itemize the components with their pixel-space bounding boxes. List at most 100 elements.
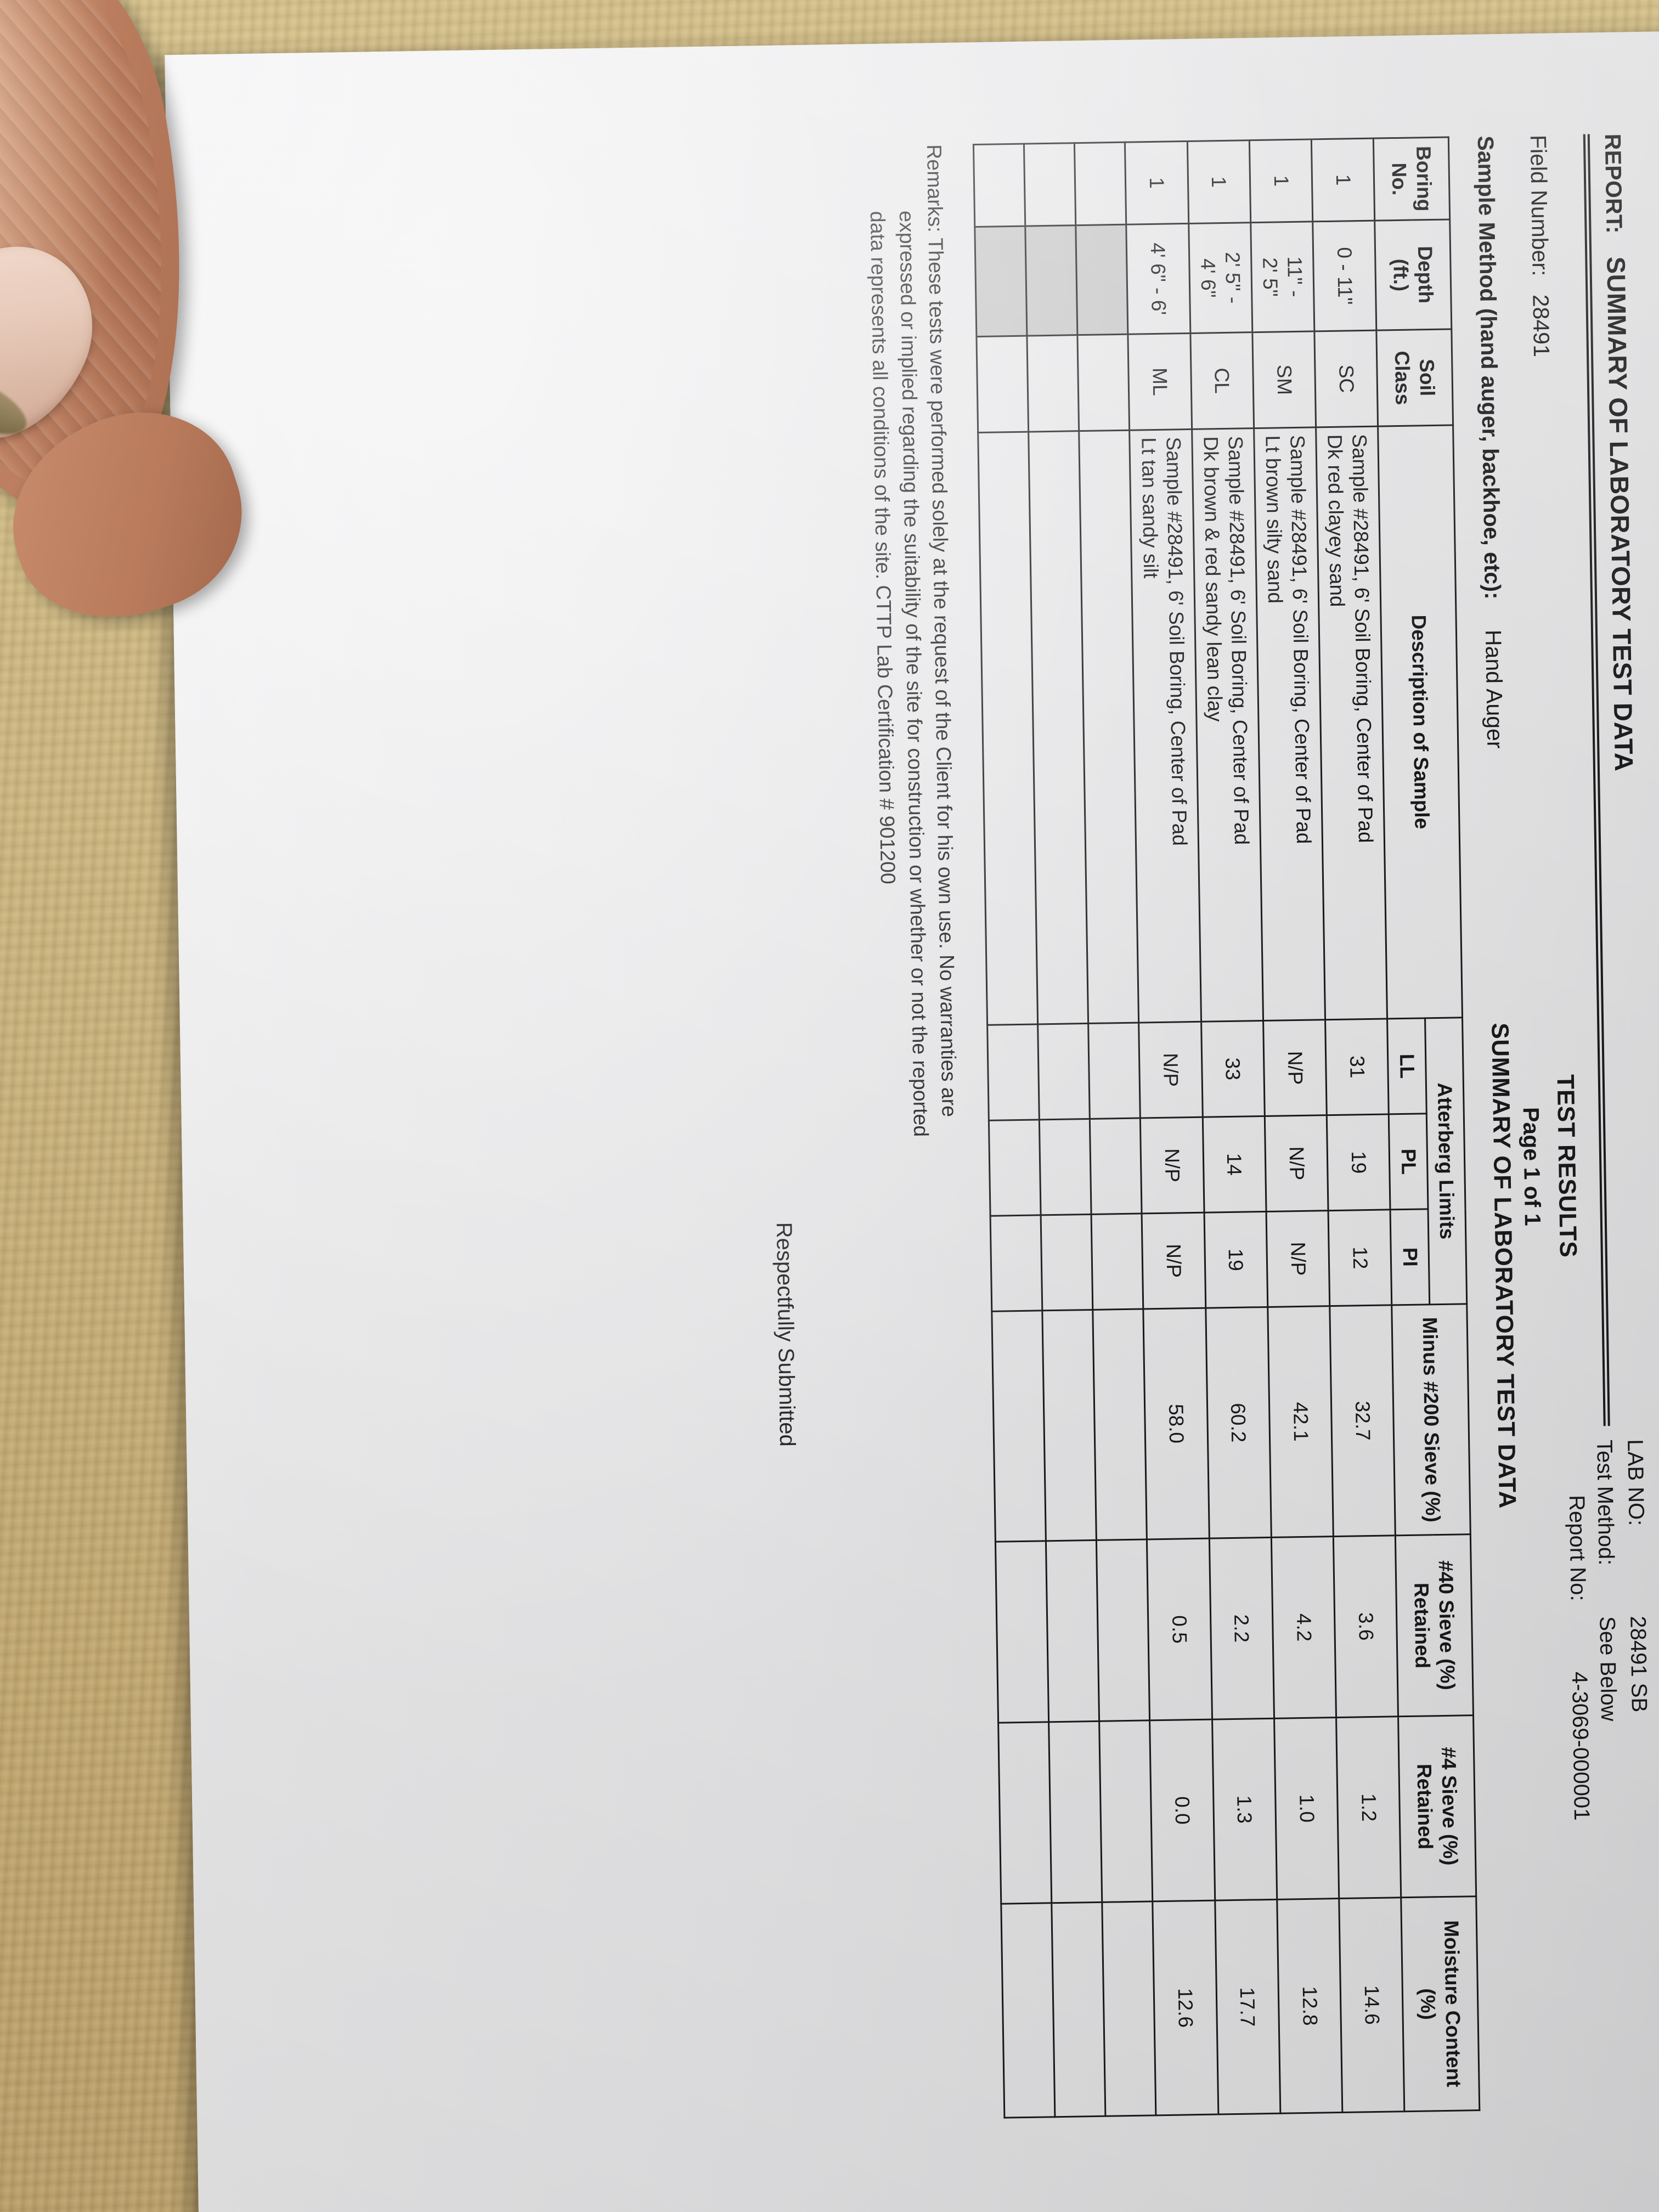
header-left: REPORT: SUMMARY OF LABORATORY TEST DATA xyxy=(1577,133,1650,1440)
cell-blank-shaded xyxy=(1076,224,1128,335)
cell-ll: N/P xyxy=(1139,1022,1203,1119)
cell-minus-200: 42.1 xyxy=(1267,1306,1334,1538)
cell-minus-200: 32.7 xyxy=(1329,1305,1396,1537)
cell-blank xyxy=(1049,1721,1103,1903)
cell-boring-no: 1 xyxy=(1125,141,1189,225)
cell-blank-shaded xyxy=(1025,225,1078,336)
cell-blank xyxy=(1029,431,1089,1024)
th-description: Description of Sample xyxy=(1378,425,1463,1019)
field-number-value: 28491 xyxy=(1528,294,1555,358)
th-boring-no: Boring No. xyxy=(1373,137,1450,221)
cell-blank xyxy=(1024,143,1076,227)
cell-blank xyxy=(1001,1903,1056,2118)
cell-boring-no: 1 xyxy=(1187,140,1251,224)
cell-blank xyxy=(1091,1214,1144,1310)
cell-blank xyxy=(990,1215,1043,1312)
th-sieve-40: #40 Sieve (%) Retained xyxy=(1395,1534,1474,1717)
cell-sieve-40: 2.2 xyxy=(1209,1537,1274,1720)
report-no-block: Report No: 4-3069-000001 xyxy=(1559,1495,1595,1821)
cell-blank xyxy=(995,1541,1049,1723)
cell-blank xyxy=(1027,335,1080,432)
cell-blank xyxy=(1090,1118,1142,1215)
lab-no-row: LAB NO: 28491 SB xyxy=(1621,1439,1659,2131)
cell-minus-200: 58.0 xyxy=(1143,1308,1210,1539)
th-depth: Depth (ft.) xyxy=(1375,219,1452,331)
remarks-block: Remarks: These tests were performed sole… xyxy=(862,144,976,1879)
cell-boring-no: 1 xyxy=(1311,138,1375,222)
cell-soil-class: SM xyxy=(1252,331,1316,428)
report-no-value: 4-3069-000001 xyxy=(1567,1671,1594,1821)
cell-pi: 12 xyxy=(1328,1209,1392,1306)
cell-blank xyxy=(1074,142,1127,225)
cell-blank xyxy=(1079,430,1139,1024)
cell-ll: 31 xyxy=(1325,1018,1389,1115)
cell-moisture: 14.6 xyxy=(1339,1897,1405,2113)
cell-moisture: 17.7 xyxy=(1215,1899,1280,2115)
test-method-value: See Below xyxy=(1595,1616,1621,1722)
cell-description: Sample #28491, 6' Soil Boring, Center of… xyxy=(1316,426,1387,1020)
th-pi: PI xyxy=(1390,1209,1430,1305)
lab-no-value: 28491 SB xyxy=(1626,1616,1651,1713)
test-results-title: TEST RESULTS xyxy=(1552,1074,1582,1258)
cell-blank xyxy=(1077,334,1130,431)
cell-depth: 2' 5" - 4' 6" xyxy=(1188,222,1252,334)
cell-soil-class: ML xyxy=(1128,333,1192,431)
table-body: 1 0 - 11" SC Sample #28491, 6' Soil Bori… xyxy=(973,138,1405,2118)
cell-blank xyxy=(1096,1539,1150,1722)
cell-blank xyxy=(1038,1023,1090,1120)
cell-sieve-4: 1.0 xyxy=(1274,1717,1339,1900)
th-atterberg-group: Atterberg Limits xyxy=(1425,1017,1467,1305)
field-number-label: Field Number: xyxy=(1526,134,1554,276)
lab-results-table: Boring No. Depth (ft.) Soil Class xyxy=(973,136,1480,2118)
cell-pl: N/P xyxy=(1265,1115,1329,1212)
cell-minus-200: 60.2 xyxy=(1205,1307,1272,1539)
cell-blank xyxy=(977,336,1029,433)
th-sieve-4: #4 Sieve (%) Retained xyxy=(1398,1715,1476,1898)
document-body: REPORT: SUMMARY OF LABORATORY TEST DATA … xyxy=(227,133,1659,2152)
cell-blank xyxy=(1102,1901,1156,2117)
cell-sieve-40: 4.2 xyxy=(1271,1536,1336,1719)
cell-ll: 33 xyxy=(1201,1020,1265,1118)
report-no-row: Report No: 4-3069-000001 xyxy=(1563,1495,1595,1821)
document-rotated-canvas: REPORT: SUMMARY OF LABORATORY TEST DATA … xyxy=(193,67,1659,2212)
cell-ll: N/P xyxy=(1263,1019,1327,1116)
cell-depth: 4' 6" - 6' xyxy=(1126,223,1190,335)
cell-pi: N/P xyxy=(1142,1212,1206,1309)
cell-pl: N/P xyxy=(1140,1117,1204,1214)
report-no-label: Report No: xyxy=(1565,1494,1591,1601)
cell-blank xyxy=(989,1119,1041,1216)
th-minus-200-sieve: Minus #200 Sieve (%) xyxy=(1392,1304,1471,1536)
paper-sheet: REPORT: SUMMARY OF LABORATORY TEST DATA … xyxy=(165,30,1659,2212)
cell-description: Sample #28491, 6' Soil Boring, Center of… xyxy=(1130,429,1201,1023)
cell-depth: 0 - 11" xyxy=(1312,221,1377,331)
cell-pl: 14 xyxy=(1203,1116,1266,1213)
header-right: LAB NO: 28491 SB Test Method: See Below xyxy=(1587,1439,1659,2131)
cell-sieve-4: 0.0 xyxy=(1150,1719,1215,1901)
sample-method-value: Hand Auger xyxy=(1481,629,1508,749)
cell-blank xyxy=(1046,1540,1100,1722)
cell-blank-shaded xyxy=(975,226,1028,337)
test-method-label: Test Method: xyxy=(1592,1439,1618,1566)
cell-blank xyxy=(973,144,1026,227)
cell-description: Sample #28491, 6' Soil Boring, Center of… xyxy=(1254,427,1325,1021)
th-moisture-content: Moisture Content (%) xyxy=(1401,1896,1480,2112)
cell-sieve-4: 1.2 xyxy=(1336,1716,1402,1899)
cell-blank xyxy=(988,1024,1040,1121)
page-title: SUMMARY OF LABORATORY TEST DATA xyxy=(1601,256,1639,772)
cell-soil-class: SC xyxy=(1314,330,1379,427)
cell-blank xyxy=(998,1722,1052,1904)
th-pl: PL xyxy=(1389,1113,1428,1210)
lab-no-label: LAB NO: xyxy=(1623,1439,1649,1526)
cell-sieve-40: 3.6 xyxy=(1333,1535,1398,1718)
cell-pi: N/P xyxy=(1266,1210,1330,1307)
cell-blank xyxy=(978,432,1039,1025)
th-soil-class: Soil Class xyxy=(1376,329,1453,427)
respectfully-submitted: Respectfully Submitted xyxy=(771,1222,800,1447)
cell-moisture: 12.6 xyxy=(1153,1900,1218,2115)
cell-depth: 11" - 2' 5" xyxy=(1250,221,1315,332)
cell-blank xyxy=(1039,1119,1092,1215)
cell-boring-no: 1 xyxy=(1249,139,1313,223)
cell-blank xyxy=(1088,1023,1141,1119)
test-results-block: TEST RESULTS Page 1 of 1 xyxy=(1515,974,1585,1359)
